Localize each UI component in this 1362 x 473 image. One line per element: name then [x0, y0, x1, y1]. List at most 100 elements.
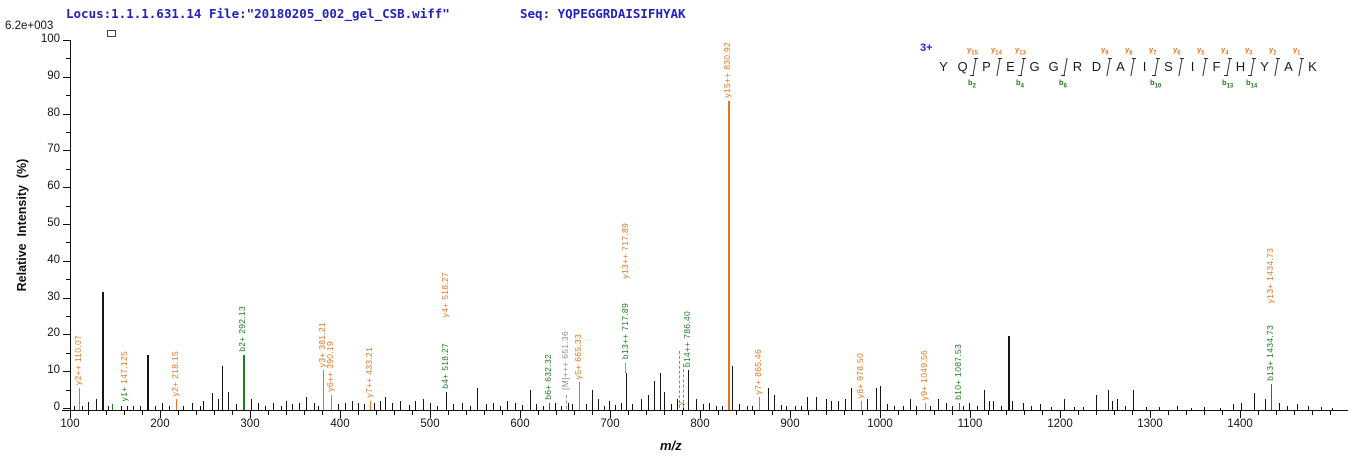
- spectrum-peak: [615, 405, 616, 410]
- spectrum-peak: [952, 406, 953, 410]
- spectrum-peak: [273, 403, 274, 410]
- fragment-cleavage-mark: y3 b14: [1245, 45, 1257, 90]
- spectrum-peak: [660, 373, 661, 410]
- spectrum-peak: [903, 406, 904, 410]
- peak-label: y4+ 518.27: [440, 271, 450, 317]
- spectrum-peak: [147, 355, 149, 410]
- spectrum-peak: [176, 399, 177, 410]
- x-tick: [268, 411, 269, 415]
- spectrum-peak: [703, 404, 704, 410]
- y-tick-label: 90: [47, 70, 60, 82]
- y-ion-label: y7: [1149, 45, 1157, 57]
- residue-p-3: P: [982, 59, 991, 74]
- spectrum-peak: [121, 406, 122, 410]
- x-tick-label: 1400: [1227, 418, 1253, 430]
- y-tick-label: 40: [47, 254, 60, 266]
- spectrum-peak: [265, 406, 266, 410]
- x-tick-label: 200: [150, 418, 170, 430]
- x-tick: [862, 411, 863, 415]
- y-tick: [63, 187, 70, 188]
- spectrum-peak: [716, 406, 717, 410]
- peak-label: b13+ 1434.73: [1265, 325, 1275, 381]
- spectrum-peak: [1074, 407, 1075, 410]
- spectrum-peak: [292, 404, 293, 410]
- x-tick: [538, 411, 539, 415]
- y-tick: [63, 77, 70, 78]
- y-tick: [63, 408, 70, 409]
- spectrum-peak: [477, 388, 478, 410]
- y-tick: [63, 40, 70, 41]
- residue-y-1: Y: [939, 59, 948, 74]
- spectrum-peak: [192, 403, 193, 410]
- spectrum-peak: [963, 406, 964, 410]
- peak-label: y5+ 665.33: [573, 333, 583, 379]
- x-tick: [394, 411, 395, 415]
- y-tick-label: 50: [47, 217, 60, 229]
- spectrum-peak: [739, 404, 740, 410]
- spectrum-peak: [1159, 407, 1160, 410]
- spectrum-peak: [470, 406, 471, 410]
- y-tick-label: 0: [53, 401, 60, 413]
- spectrum-peak: [162, 403, 163, 410]
- y-ion-label: y13: [1015, 45, 1026, 57]
- spectrum-peak: [568, 403, 569, 410]
- y-tick: [66, 242, 70, 243]
- spectrum-peak: [768, 388, 769, 410]
- y-tick: [63, 334, 70, 335]
- spectrum-peak: [543, 406, 544, 410]
- spectrum-peak: [786, 406, 787, 410]
- spectrum-peak: [831, 401, 832, 410]
- residue-f-13: F: [1212, 59, 1221, 74]
- spectrum-peak: [507, 401, 508, 410]
- x-tick-label: 300: [240, 418, 260, 430]
- fragment-cleavage-mark: y6: [1173, 45, 1184, 76]
- spectrum-peak: [1064, 399, 1065, 410]
- spectrum-peak: [1008, 336, 1010, 410]
- x-tick: [574, 411, 575, 415]
- peak-label: b14++ 786.40: [682, 310, 692, 367]
- spectrum-peak: [1191, 408, 1192, 410]
- peak-label: y13+ 1434.73: [1265, 247, 1275, 303]
- y-tick: [63, 298, 70, 299]
- spectrum-peak: [1279, 403, 1280, 410]
- spectrum-peak: [561, 406, 562, 410]
- spectrum-peak: [228, 392, 229, 410]
- x-tick: [412, 411, 413, 415]
- selection-marker-artifact: [107, 30, 116, 37]
- fragment-cleavage-mark: y8: [1125, 45, 1136, 76]
- spectrum-peak: [127, 406, 128, 410]
- y-tick: [63, 261, 70, 262]
- x-tick-label: 1100: [957, 418, 983, 430]
- y-tick: [66, 390, 70, 391]
- x-tick: [826, 411, 827, 415]
- x-tick: [70, 411, 71, 418]
- spectrum-peak: [236, 404, 237, 410]
- fragment-cleavage-mark: y2: [1269, 45, 1280, 76]
- x-tick: [358, 411, 359, 415]
- spectrum-peak: [169, 406, 170, 410]
- spectrum-peak: [621, 403, 622, 410]
- spectrum-peak: [664, 392, 665, 410]
- x-tick: [1060, 411, 1061, 418]
- spectrum-peak: [894, 406, 895, 410]
- spectrum-peak: [826, 399, 827, 410]
- spectrum-peak: [409, 405, 410, 410]
- y-tick-label: 30: [47, 291, 60, 303]
- spectrum-peak: [732, 366, 733, 410]
- x-tick: [1024, 411, 1025, 415]
- spectrum-peak: [331, 395, 332, 410]
- spectrum-peak: [370, 401, 371, 410]
- x-axis-line: [62, 410, 1348, 411]
- spectrum-peak: [1308, 406, 1309, 410]
- residue-g-5: G: [1029, 59, 1040, 74]
- spectrum-peak: [1012, 401, 1013, 410]
- x-tick: [160, 411, 161, 418]
- spectrum-peak: [845, 399, 846, 410]
- y-ion-label: y6: [1173, 45, 1181, 57]
- y-tick: [66, 279, 70, 280]
- spectrum-peak: [102, 292, 104, 410]
- y-tick-label: 60: [47, 180, 60, 192]
- b-ion-label: b6: [1059, 78, 1067, 90]
- spectrum-peak: [867, 399, 868, 410]
